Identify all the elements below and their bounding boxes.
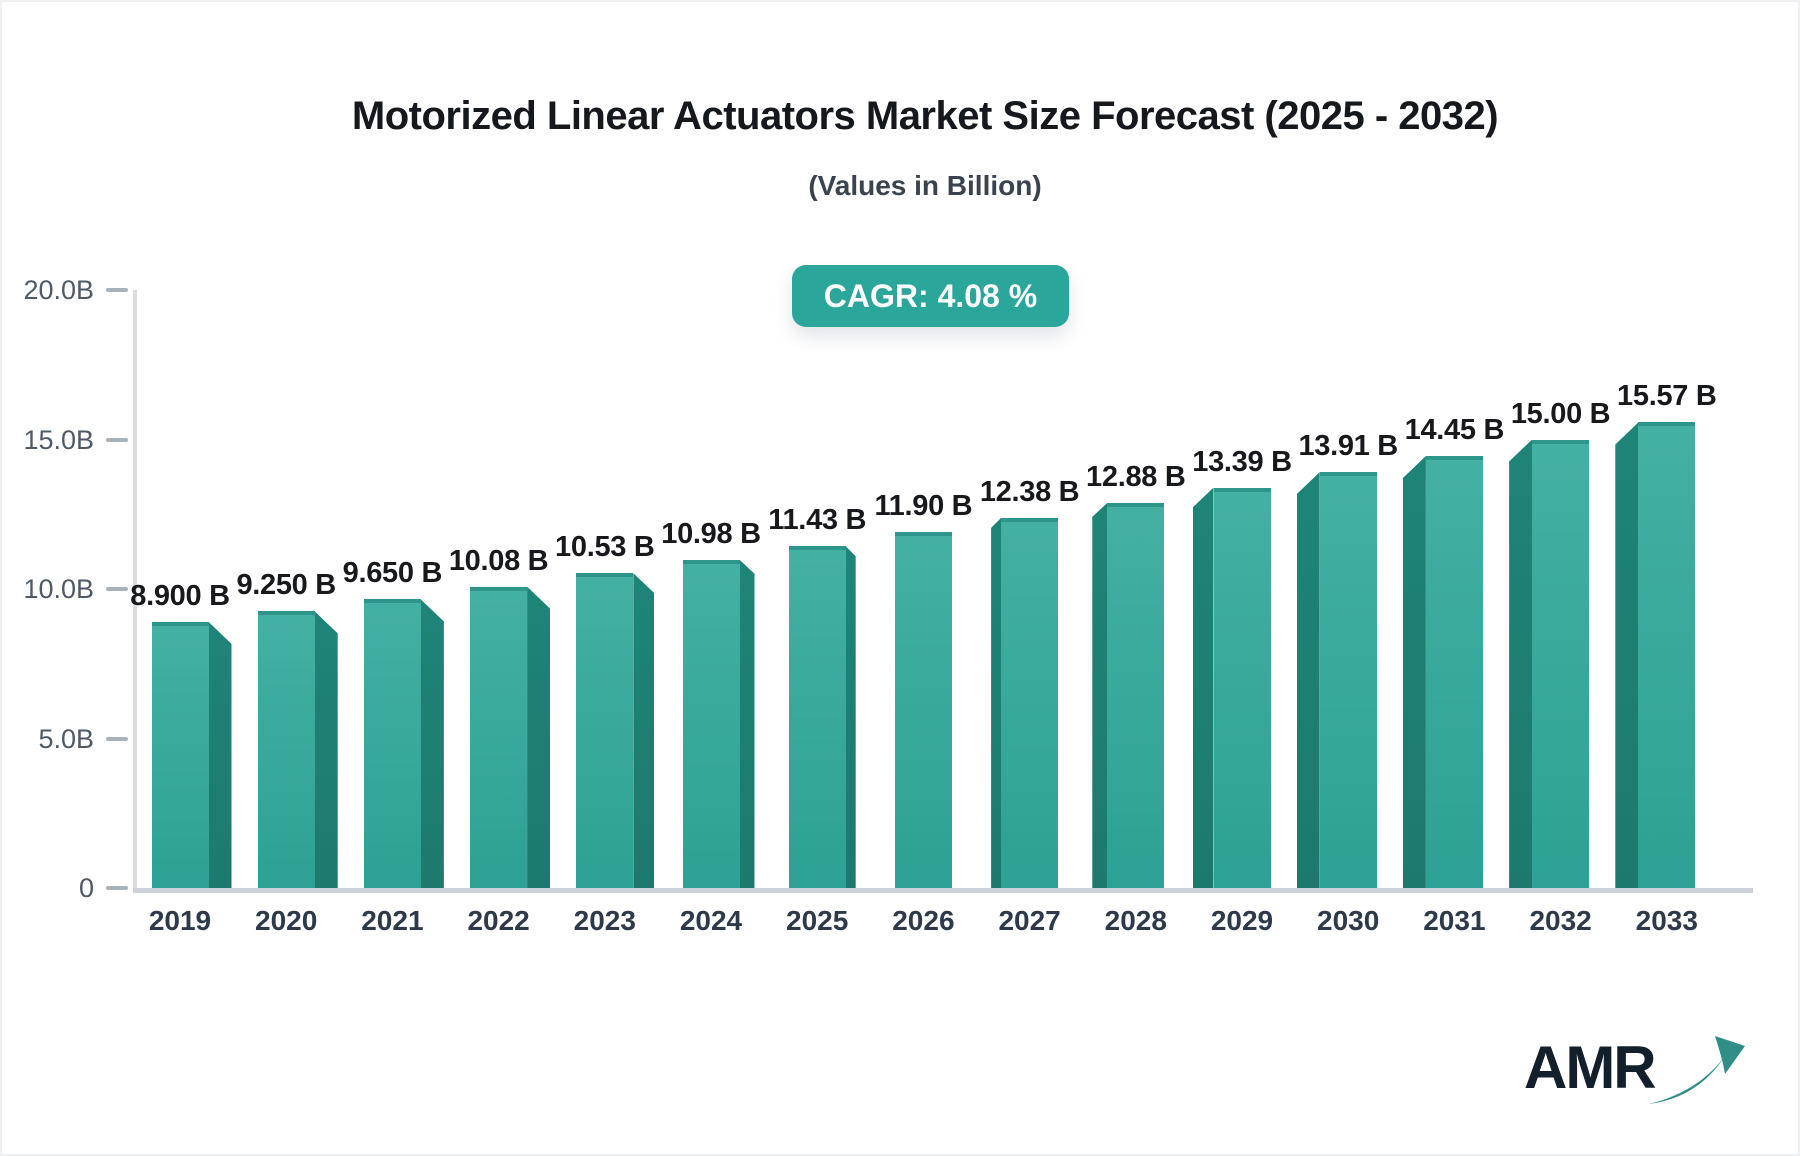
bar-value-label: 13.91 B — [1298, 430, 1398, 463]
bar-side — [845, 546, 856, 888]
bar-side — [1509, 439, 1533, 888]
page-title: Motorized Linear Actuators Market Size F… — [351, 94, 1499, 138]
x-tick-label: 2024 — [679, 905, 743, 936]
bar[interactable] — [1107, 502, 1165, 888]
bar[interactable] — [1425, 455, 1483, 888]
amr-logo-text: AMR — [1524, 1034, 1657, 1101]
x-tick-label: 2022 — [467, 905, 530, 936]
bar[interactable] — [151, 621, 209, 888]
bar[interactable] — [470, 586, 528, 888]
amr-logo: AMR — [1524, 1030, 1749, 1112]
bar-value-label: 10.98 B — [661, 517, 761, 550]
y-tick-label: 0 — [78, 873, 94, 903]
y-tick-dash — [106, 886, 128, 890]
bar-value-label: 14.45 B — [1404, 413, 1505, 446]
bar-value-label: 11.43 B — [768, 504, 867, 537]
bar[interactable] — [682, 559, 740, 888]
bar[interactable] — [894, 532, 952, 888]
x-tick-label: 2033 — [1635, 905, 1698, 936]
bar-value-label: 12.88 B — [1086, 460, 1186, 493]
x-tick-label: 2019 — [148, 905, 212, 936]
bar-side — [527, 586, 551, 888]
x-tick-label: 2028 — [1104, 905, 1167, 936]
bar-value-label: 15.57 B — [1617, 380, 1717, 413]
bar-side — [991, 517, 1002, 888]
bar[interactable] — [257, 611, 315, 888]
bar-value-label: 10.53 B — [555, 531, 655, 564]
bar-side — [420, 599, 444, 888]
bar[interactable] — [1638, 422, 1696, 888]
bar-side — [1296, 472, 1320, 888]
bar-side — [1615, 422, 1639, 888]
bar-value-label: 15.00 B — [1510, 397, 1611, 430]
bar-value-label: 11.90 B — [874, 490, 973, 523]
x-tick-label: 2020 — [255, 905, 318, 936]
cagr-badge: CAGR: 4.08 % — [792, 265, 1069, 327]
bar-side — [1402, 455, 1426, 888]
bar-side — [1192, 487, 1214, 888]
y-tick-dash — [106, 736, 128, 741]
y-tick-dash — [106, 288, 128, 292]
bar[interactable] — [1213, 487, 1271, 888]
bar-side — [314, 611, 338, 888]
bar-value-label: 13.39 B — [1192, 445, 1292, 478]
bar[interactable] — [788, 546, 846, 888]
x-tick-label: 2031 — [1423, 905, 1486, 936]
bar-value-label: 9.250 B — [236, 569, 336, 602]
x-tick-label: 2021 — [361, 905, 424, 936]
x-tick-label: 2023 — [573, 905, 636, 936]
y-tick-label: 15.0B — [23, 424, 94, 455]
bar[interactable] — [363, 599, 421, 888]
x-tick-label: 2027 — [998, 905, 1061, 936]
bar-side — [1092, 502, 1108, 888]
bar-value-label: 10.08 B — [448, 544, 549, 577]
x-tick-label: 2032 — [1529, 905, 1592, 936]
bar[interactable] — [1532, 439, 1590, 888]
page-subtitle: (Values in Billion) — [808, 170, 1042, 201]
x-tick-label: 2025 — [786, 905, 849, 936]
bar[interactable] — [1001, 517, 1059, 888]
x-axis-line — [133, 888, 1753, 893]
y-tick-label: 20.0B — [23, 275, 94, 305]
y-axis-line — [133, 290, 137, 888]
bar-value-label: 8.900 B — [130, 579, 230, 612]
x-tick-label: 2030 — [1317, 905, 1380, 936]
x-tick-label: 2026 — [892, 905, 955, 936]
bar-side — [739, 559, 755, 888]
bar[interactable] — [1319, 472, 1377, 888]
bar-value-label: 12.38 B — [979, 475, 1080, 508]
y-tick-dash — [106, 437, 128, 442]
bar-value-label: 9.650 B — [342, 557, 443, 590]
bar-side — [208, 621, 232, 888]
y-tick-label: 5.0B — [38, 723, 94, 754]
x-tick-label: 2029 — [1210, 905, 1274, 936]
y-tick-dash — [106, 587, 128, 591]
bar[interactable] — [576, 573, 634, 888]
y-tick-label: 10.0B — [23, 574, 94, 604]
bar-side — [633, 573, 655, 888]
trend-arrow-icon — [1648, 1036, 1745, 1104]
